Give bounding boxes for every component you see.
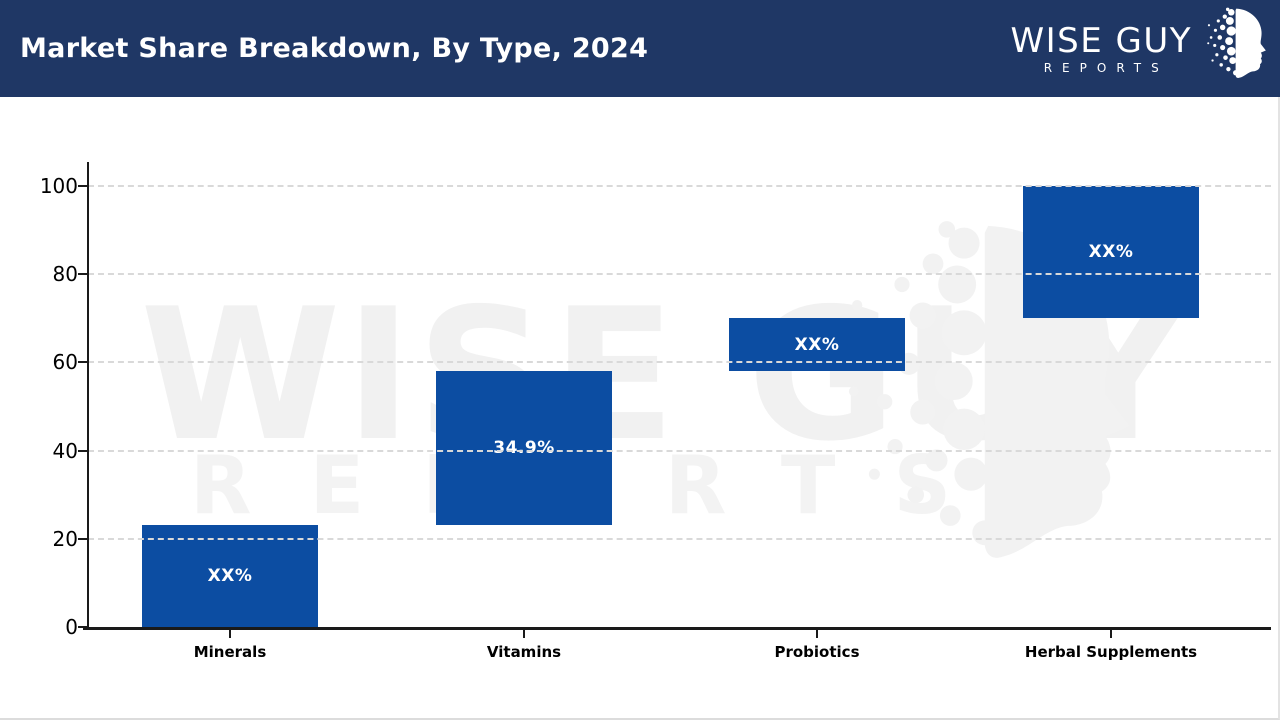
y-tick-label-60: 60: [52, 350, 78, 375]
y-tick-mark-40: [78, 449, 88, 452]
dotted-face-profile-icon: [1207, 7, 1266, 78]
y-tick-label-40: 40: [52, 438, 78, 463]
y-tick-mark-20: [78, 537, 88, 540]
bar-value-label-probiotics: XX%: [794, 334, 840, 355]
chart-canvas: WISE GUY REPORTS 020406080100XX%Minerals…: [0, 97, 1280, 720]
x-category-label-herbal-supplements: Herbal Supplements: [1024, 643, 1198, 661]
y-tick-label-80: 80: [52, 262, 78, 287]
y-tick-mark-80: [78, 273, 88, 276]
y-tick-label-0: 0: [65, 615, 78, 639]
brand-logo: WISE GUY REPORTS: [1010, 7, 1268, 91]
y-tick-mark-100: [78, 185, 88, 187]
bar-value-label-herbal-supplements: XX%: [1088, 242, 1134, 263]
bar-vitamins: 34.9%: [436, 370, 612, 525]
gridline-60: [88, 361, 1271, 364]
x-tick-mark-herbal-supplements: [1110, 630, 1112, 638]
x-tick-mark-probiotics: [816, 630, 818, 638]
logo-wordmark: WISE GUY: [1010, 20, 1192, 61]
gridline-40: [88, 449, 1271, 452]
waterfall-chart: 0 20 40 60 80 100 XX% Minerals 34.9% Vitamins XX% P…: [0, 97, 1278, 718]
y-tick-label-20: 20: [52, 526, 78, 551]
gridline-80: [88, 273, 1271, 276]
gridline-100: [88, 185, 1271, 187]
x-axis-line: [83, 627, 1271, 630]
y-axis-line: [87, 162, 89, 630]
x-tick-mark-vitamins: [523, 630, 525, 638]
x-category-label-minerals: Minerals: [193, 643, 267, 661]
bar-herbal-supplements: XX%: [1023, 186, 1199, 319]
logo-text: WISE GUY REPORTS: [1010, 24, 1192, 74]
x-category-label-vitamins: Vitamins: [486, 643, 562, 661]
bar-value-label-minerals: XX%: [207, 565, 253, 586]
logo-subtitle: REPORTS: [1043, 60, 1169, 75]
x-category-label-probiotics: Probiotics: [774, 643, 860, 661]
y-tick-label-100: 100: [39, 174, 78, 198]
x-tick-mark-minerals: [229, 630, 231, 638]
bar-value-label-vitamins: 34.9%: [493, 437, 555, 458]
page-title: Market Share Breakdown, By Type, 2024: [20, 33, 649, 64]
header: Market Share Breakdown, By Type, 2024 WI…: [0, 0, 1280, 97]
gridline-20: [88, 537, 1271, 540]
y-tick-mark-60: [78, 361, 88, 364]
bar-minerals: XX%: [142, 524, 318, 627]
